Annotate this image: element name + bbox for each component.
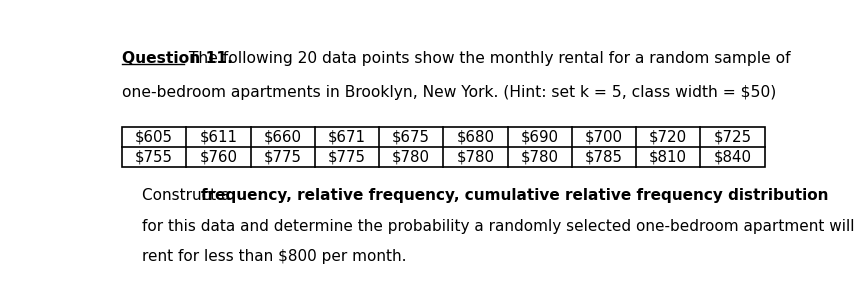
Text: Question 11.: Question 11. — [122, 51, 234, 66]
Text: $690: $690 — [521, 130, 559, 145]
Text: The following 20 data points show the monthly rental for a random sample of: The following 20 data points show the mo… — [184, 51, 791, 66]
Text: $810: $810 — [649, 150, 687, 165]
Text: $785: $785 — [585, 150, 623, 165]
Text: $725: $725 — [714, 130, 752, 145]
Text: $720: $720 — [649, 130, 687, 145]
Text: $840: $840 — [714, 150, 752, 165]
Text: $680: $680 — [457, 130, 495, 145]
Text: one-bedroom apartments in Brooklyn, New York. (Hint: set k = 5, class width = $5: one-bedroom apartments in Brooklyn, New … — [122, 85, 777, 100]
Text: frequency, relative frequency, cumulative relative frequency distribution: frequency, relative frequency, cumulativ… — [202, 188, 829, 203]
Text: $775: $775 — [328, 150, 366, 165]
Text: $780: $780 — [521, 150, 559, 165]
Text: Construct a: Construct a — [142, 188, 235, 203]
Text: $755: $755 — [135, 150, 173, 165]
Text: $611: $611 — [200, 130, 238, 145]
Text: $660: $660 — [264, 130, 302, 145]
Text: $605: $605 — [135, 130, 173, 145]
Text: $775: $775 — [264, 150, 302, 165]
Text: $780: $780 — [392, 150, 430, 165]
Text: $700: $700 — [585, 130, 623, 145]
Text: $780: $780 — [457, 150, 495, 165]
Bar — [122, 127, 765, 167]
Text: $675: $675 — [392, 130, 430, 145]
Text: rent for less than $800 per month.: rent for less than $800 per month. — [142, 249, 407, 264]
Text: for this data and determine the probability a randomly selected one-bedroom apar: for this data and determine the probabil… — [142, 219, 854, 235]
Text: $671: $671 — [328, 130, 366, 145]
Text: $760: $760 — [200, 150, 238, 165]
